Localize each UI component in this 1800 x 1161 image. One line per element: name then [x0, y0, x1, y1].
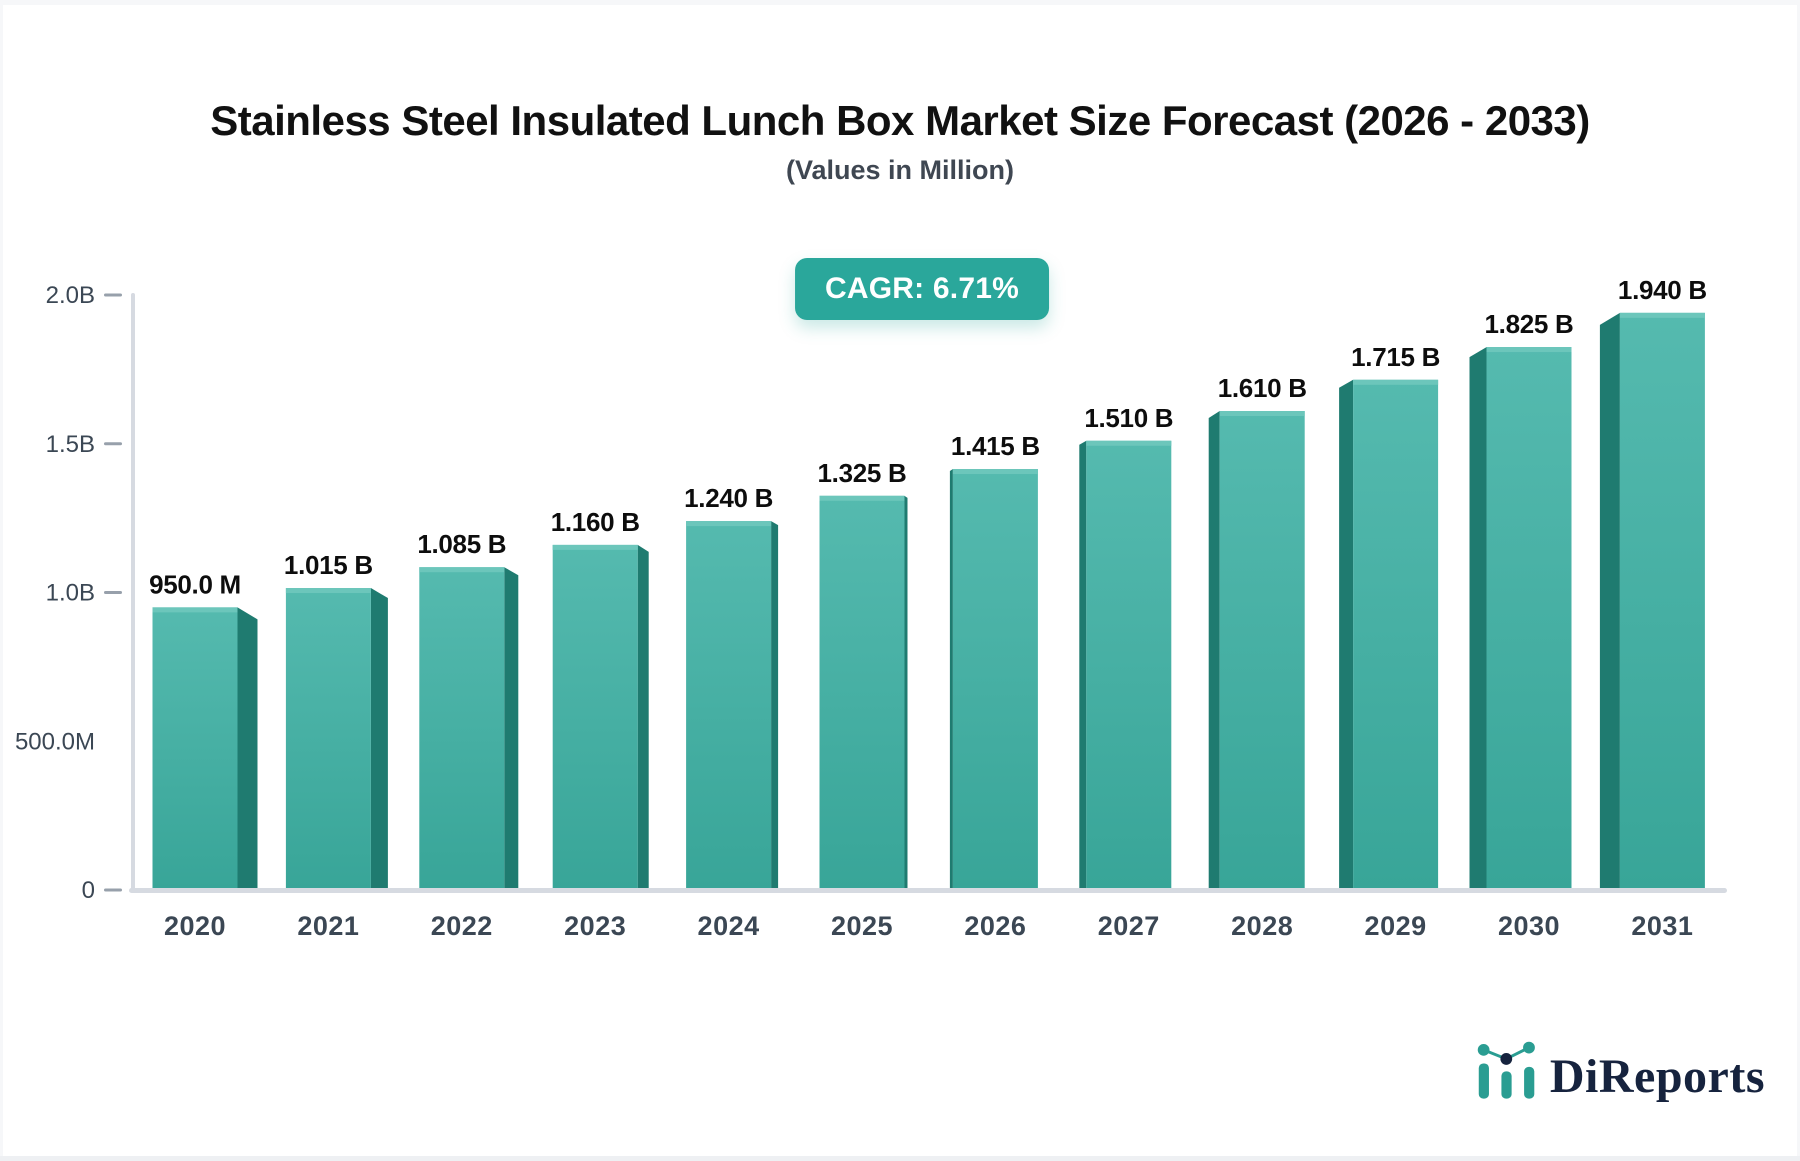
bar-side-face — [1599, 312, 1620, 891]
bar-top-cap — [1353, 379, 1439, 385]
chart-title: Stainless Steel Insulated Lunch Box Mark… — [210, 97, 1590, 144]
bar-top-cap — [552, 544, 638, 550]
x-axis-label: 2027 — [1098, 911, 1160, 941]
bar-front-face — [1486, 347, 1572, 890]
bar-front-face — [285, 588, 371, 890]
bar-top-cap — [1086, 440, 1172, 446]
chart-subtitle: (Values in Million) — [785, 155, 1015, 185]
bar-front-face — [552, 544, 638, 890]
bar-value-label: 1.015 B — [284, 550, 373, 580]
bar-side-face — [904, 495, 908, 890]
bar-side-face — [637, 544, 649, 890]
logo-bar-middle — [1501, 1071, 1512, 1099]
bar-front-face — [419, 567, 505, 890]
y-axis-tick — [104, 293, 122, 297]
bar-top-cap — [952, 469, 1038, 475]
logo-bar-right — [1523, 1066, 1535, 1099]
bar-value-label: 1.160 B — [551, 507, 640, 537]
bar-side-face — [1469, 347, 1487, 890]
bar-value-label: 1.610 B — [1218, 373, 1307, 403]
x-axis-line — [129, 888, 1727, 893]
bar-front-face — [1619, 312, 1705, 891]
y-axis-label: 2.0B — [46, 282, 95, 309]
bar-side-face — [771, 521, 779, 890]
x-axis-label: 2029 — [1365, 911, 1427, 941]
bar-2022: 1.085 B 2022 — [417, 529, 519, 941]
y-axis-tick — [104, 591, 122, 594]
bar-side-face — [1079, 440, 1087, 890]
bar-2028: 1.610 B 2028 — [1208, 373, 1307, 941]
bar-value-label: 1.240 B — [684, 483, 773, 513]
y-axis-line — [131, 293, 135, 892]
bar-value-label: 950.0 M — [149, 569, 241, 599]
x-axis-label: 2022 — [431, 911, 493, 941]
x-axis-label: 2020 — [164, 911, 226, 941]
chart-card: Stainless Steel Insulated Lunch Box Mark… — [3, 5, 1797, 1156]
bar-front-face — [952, 469, 1038, 890]
bar-top-cap — [686, 521, 772, 527]
bar-2027: 1.510 B 2027 — [1079, 403, 1174, 941]
bar-value-label: 1.325 B — [818, 458, 907, 488]
bar-side-face — [237, 607, 258, 890]
bar-2031: 1.940 B 2031 — [1599, 275, 1707, 941]
x-axis-label: 2025 — [831, 911, 893, 941]
x-axis-label: 2031 — [1631, 911, 1693, 941]
y-axis-tick — [104, 888, 122, 892]
x-axis-label: 2024 — [698, 911, 760, 941]
bar-top-cap — [819, 495, 905, 501]
bar-side-face — [504, 567, 519, 890]
y-axis-label: 0 — [82, 877, 95, 904]
bar-2020: 950.0 M 2020 — [149, 569, 258, 941]
bar-top-cap — [1619, 312, 1705, 318]
x-axis-label: 2021 — [297, 911, 359, 941]
direports-logo: DiReports — [1474, 1035, 1765, 1101]
bar-front-face — [686, 521, 772, 890]
bar-side-face — [949, 469, 953, 890]
logo-dot-right — [1522, 1041, 1535, 1054]
y-axis-tick — [104, 442, 122, 446]
bar-value-label: 1.510 B — [1084, 403, 1173, 433]
bar-2021: 1.015 B 2021 — [284, 550, 388, 941]
x-axis-label: 2028 — [1231, 911, 1293, 941]
cagr-badge-label: CAGR: 6.71% — [825, 272, 1019, 305]
bar-value-label: 1.715 B — [1351, 342, 1440, 372]
axes: 2.0B 1.5B 1.0B 500.0M 0 — [15, 282, 1727, 904]
bar-front-face — [1086, 440, 1172, 890]
x-axis-label: 2026 — [964, 911, 1026, 941]
bar-top-cap — [1486, 347, 1572, 353]
bar-2029: 1.715 B 2029 — [1339, 342, 1440, 941]
bar-side-face — [370, 588, 388, 890]
bar-2024: 1.240 B 2024 — [684, 483, 779, 941]
direports-logo-text: DiReports — [1549, 1050, 1765, 1103]
logo-dot-middle — [1500, 1053, 1513, 1065]
bar-value-label: 1.940 B — [1618, 275, 1707, 305]
bar-value-label: 1.825 B — [1485, 309, 1574, 339]
bar-top-cap — [152, 607, 238, 613]
logo-bar-left — [1478, 1063, 1489, 1099]
bar-top-cap — [419, 567, 505, 573]
bar-top-cap — [285, 588, 371, 594]
cagr-badge: CAGR: 6.71% — [795, 258, 1049, 320]
x-axis-label: 2023 — [564, 911, 626, 941]
logo-dot-left — [1477, 1043, 1490, 1056]
y-axis-label: 1.5B — [46, 431, 95, 458]
y-axis-label: 500.0M — [15, 728, 95, 755]
bar-front-face — [819, 495, 905, 890]
bar-value-label: 1.415 B — [951, 431, 1040, 461]
bar-2023: 1.160 B 2023 — [551, 507, 649, 941]
x-axis-label: 2030 — [1498, 911, 1560, 941]
bar-2025: 1.325 B 2025 — [818, 458, 908, 941]
bar-front-face — [1219, 411, 1305, 890]
bar-front-face — [152, 607, 238, 890]
bar-side-face — [1339, 379, 1354, 890]
bar-top-cap — [1219, 411, 1305, 417]
y-axis-label: 1.0B — [46, 580, 95, 607]
bar-side-face — [1208, 411, 1220, 890]
direports-logo-icon — [1477, 1041, 1535, 1099]
bar-2030: 1.825 B 2030 — [1469, 309, 1574, 941]
bar-front-face — [1353, 379, 1439, 890]
bar-value-label: 1.085 B — [417, 529, 506, 559]
bar-2026: 1.415 B 2026 — [949, 431, 1040, 941]
